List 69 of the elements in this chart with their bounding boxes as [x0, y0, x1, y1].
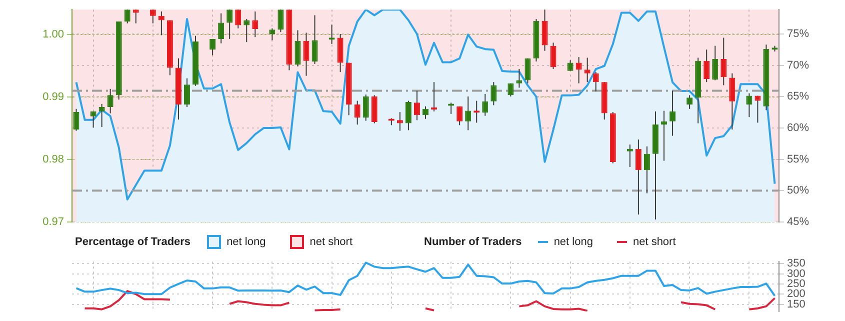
candlestick [746, 92, 752, 118]
candlestick [405, 100, 412, 131]
candlestick [362, 94, 369, 122]
candlestick [124, 9, 130, 24]
y-tick-label: 350 [787, 258, 806, 270]
y2-tick-label: 75% [787, 28, 810, 40]
candlestick [550, 42, 556, 70]
candlestick [456, 106, 463, 126]
y-tick-label: 250 [787, 278, 806, 290]
candlestick [482, 93, 488, 116]
legend-label: net short [632, 236, 676, 248]
y-tick-label: 200 [787, 288, 806, 300]
candlestick [184, 78, 190, 108]
candlestick [465, 96, 472, 131]
candlestick [712, 45, 718, 81]
candlestick [294, 30, 301, 67]
candlestick [422, 106, 428, 120]
candlestick [218, 12, 224, 44]
y2-tick-label: 70% [787, 59, 810, 72]
y2-tick-label: 65% [787, 90, 810, 103]
candlestick [729, 72, 736, 130]
candlestick [396, 112, 403, 132]
candlestick [107, 88, 114, 114]
legend-label: net long [554, 236, 593, 248]
legend-title: Number of Traders [424, 236, 522, 248]
candlestick [252, 10, 258, 38]
candlestick [490, 82, 497, 106]
candlestick [431, 82, 437, 112]
y-tick-label: 150 [787, 298, 806, 310]
candlestick [644, 146, 650, 194]
y2-tick-label: 45% [787, 216, 810, 228]
candlestick [244, 18, 250, 43]
y2-tick-label: 55% [787, 153, 810, 166]
y-tick-label: 1.00 [42, 28, 64, 41]
candlestick [754, 95, 761, 124]
candlestick [235, 9, 242, 29]
candlestick [508, 82, 514, 97]
candlestick [592, 72, 599, 92]
candlestick [371, 94, 378, 124]
y2-tick-label: 60% [787, 122, 810, 134]
candlestick [269, 28, 276, 41]
candlestick [720, 37, 727, 86]
y2-tick-label: 50% [787, 184, 810, 197]
candlestick [584, 57, 590, 83]
y-tick-label: 0.97 [42, 216, 64, 228]
candlestick [670, 90, 676, 136]
candlestick [516, 68, 522, 88]
legend-title: Percentage of Traders [75, 236, 191, 248]
candlestick [354, 100, 360, 126]
legend-label: net long [226, 236, 266, 248]
candlestick [524, 58, 531, 84]
candlestick [414, 90, 420, 121]
candlestick [226, 9, 233, 40]
candlestick [626, 144, 633, 168]
y-tick-label: 0.98 [42, 154, 64, 166]
candlestick [90, 110, 96, 128]
candlestick [635, 139, 642, 216]
candlestick [686, 94, 693, 110]
legend-label: net short [310, 236, 353, 248]
candlestick [210, 38, 216, 56]
candlestick [278, 9, 284, 33]
candlestick [576, 56, 582, 84]
y-tick-label: 0.99 [42, 91, 64, 104]
candlestick [704, 49, 710, 83]
candlestick [337, 33, 344, 73]
candlestick [150, 9, 156, 24]
candlestick [98, 103, 105, 128]
candlestick [312, 14, 318, 64]
y-tick-label: 300 [787, 268, 806, 280]
